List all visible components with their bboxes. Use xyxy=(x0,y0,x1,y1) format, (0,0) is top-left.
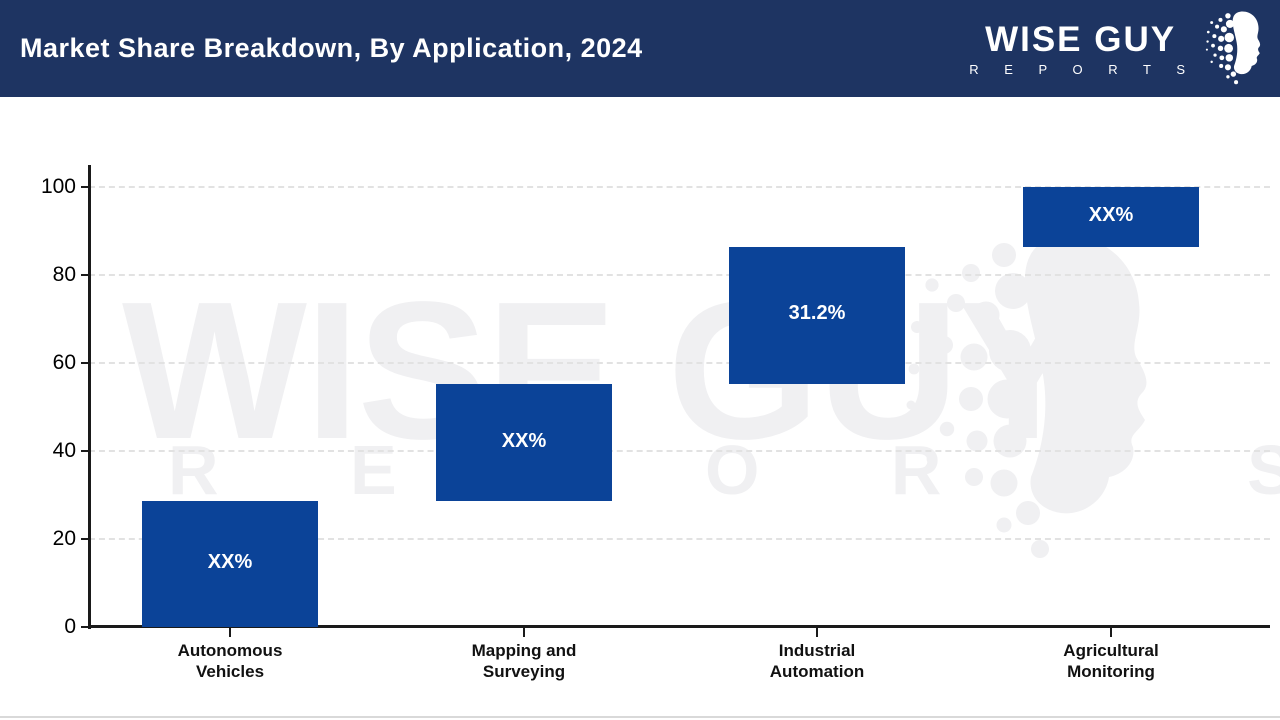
bar xyxy=(1023,187,1199,247)
y-tick-mark xyxy=(81,538,89,540)
x-category-label: Agricultural Monitoring xyxy=(1063,641,1159,681)
header: Market Share Breakdown, By Application, … xyxy=(0,0,1280,97)
logo: WISE GUY R E P O R T S xyxy=(965,9,1266,89)
x-axis xyxy=(88,625,1270,628)
x-category-label: Industrial Automation xyxy=(769,641,865,681)
bar-value-label: XX% xyxy=(1088,203,1134,226)
gridline xyxy=(89,186,1270,188)
x-tick-mark xyxy=(816,628,818,637)
y-tick-mark xyxy=(81,450,89,452)
gridline xyxy=(89,362,1270,364)
bar xyxy=(729,246,905,385)
x-category-label: Mapping and Surveying xyxy=(471,641,577,681)
x-tick-mark xyxy=(1110,628,1112,637)
y-axis xyxy=(88,165,91,629)
y-tick-label: 60 xyxy=(52,351,76,374)
bar-value-label: XX% xyxy=(501,429,547,452)
y-tick-label: 40 xyxy=(52,439,76,462)
y-tick-mark xyxy=(81,186,89,188)
logo-head-icon xyxy=(1205,11,1261,84)
logo-reports: R E P O R T S xyxy=(969,61,1196,77)
bar-value-label: XX% xyxy=(207,551,253,574)
bar xyxy=(436,384,612,502)
y-tick-label: 0 xyxy=(64,615,76,638)
bar xyxy=(142,501,318,627)
y-tick-label: 20 xyxy=(52,527,76,550)
x-tick-mark xyxy=(229,628,231,637)
y-tick-mark xyxy=(81,626,89,628)
page-title: Market Share Breakdown, By Application, … xyxy=(20,33,643,63)
bottom-divider xyxy=(0,716,1280,718)
gridline xyxy=(89,450,1270,452)
bar-value-label: 31.2% xyxy=(788,302,846,325)
y-tick-mark xyxy=(81,274,89,276)
logo-wordmark: WISE GUY xyxy=(985,19,1177,59)
y-tick-label: 100 xyxy=(40,175,76,198)
y-tick-mark xyxy=(81,362,89,364)
y-tick-label: 80 xyxy=(52,263,76,286)
gridline xyxy=(89,274,1270,276)
gridline xyxy=(89,538,1270,540)
x-tick-mark xyxy=(523,628,525,637)
x-category-label: Autonomous Vehicles xyxy=(177,641,283,681)
